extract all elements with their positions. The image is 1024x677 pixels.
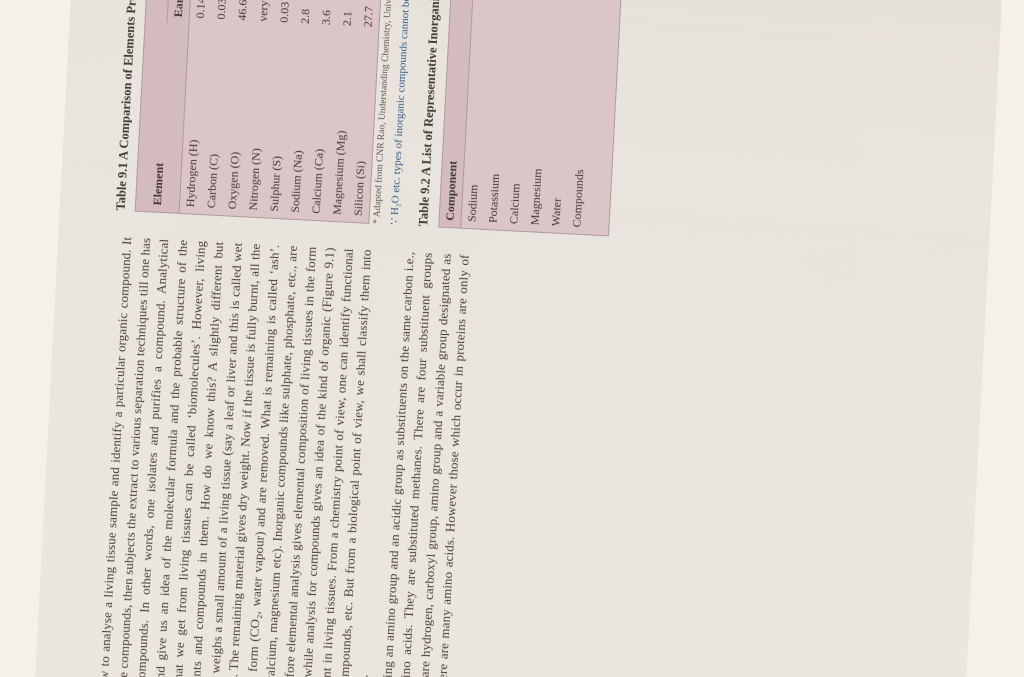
table-9-2: Component Formula SodiumNa⁺ PotassiumK⁺ … bbox=[438, 0, 635, 236]
table-9-1: Element % Weight of Earth's crust Human … bbox=[135, 0, 396, 224]
chapter-head: Biomolecules bbox=[56, 235, 105, 677]
tables-column: 143 Table 9.1 A Comparison of Elements P… bbox=[92, 0, 651, 237]
body-paragraph-1: In higher classes you will learn about h… bbox=[84, 236, 395, 677]
main-text-column: Biomolecules many carbon compound! In hi… bbox=[56, 235, 624, 677]
